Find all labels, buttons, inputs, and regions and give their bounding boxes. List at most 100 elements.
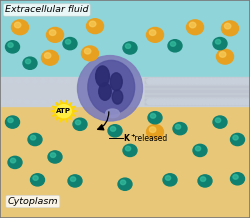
Circle shape [44,53,51,58]
Circle shape [213,116,227,128]
Circle shape [126,146,131,151]
Ellipse shape [112,90,123,104]
Circle shape [190,22,196,28]
Circle shape [233,135,238,140]
Circle shape [42,50,58,65]
Circle shape [50,153,56,157]
Text: +: + [131,133,136,138]
Circle shape [50,30,56,36]
Circle shape [148,112,162,124]
Circle shape [190,78,196,84]
Circle shape [150,114,156,118]
Ellipse shape [110,73,122,91]
Circle shape [46,27,64,42]
Circle shape [150,30,156,36]
Circle shape [48,151,62,163]
Circle shape [63,37,77,50]
Circle shape [28,133,42,146]
Circle shape [220,52,226,57]
Circle shape [190,99,196,105]
Polygon shape [0,106,250,218]
Circle shape [8,118,13,123]
Circle shape [176,99,182,105]
Circle shape [108,125,122,137]
Circle shape [165,78,171,84]
Circle shape [219,78,226,84]
Circle shape [56,99,63,105]
Circle shape [204,99,211,105]
Circle shape [179,99,186,105]
Circle shape [64,78,71,84]
Circle shape [8,156,22,169]
Circle shape [222,99,229,105]
Ellipse shape [96,66,110,87]
Circle shape [147,78,153,84]
Circle shape [158,78,164,84]
Circle shape [118,178,132,190]
Circle shape [212,78,218,84]
Circle shape [33,176,38,180]
Circle shape [222,21,238,36]
Polygon shape [51,100,77,122]
Circle shape [16,99,22,105]
Circle shape [146,124,164,139]
Circle shape [24,99,30,105]
Circle shape [120,180,126,185]
Ellipse shape [99,83,111,100]
Circle shape [165,99,171,105]
Circle shape [56,105,71,118]
Circle shape [86,19,104,34]
Circle shape [183,99,189,105]
Circle shape [66,39,71,44]
Circle shape [161,78,168,84]
Circle shape [48,78,54,84]
Circle shape [64,99,71,105]
Circle shape [6,41,20,53]
Circle shape [198,175,212,187]
Circle shape [173,123,187,135]
Circle shape [163,174,177,186]
Circle shape [237,78,244,84]
Circle shape [237,99,244,105]
Circle shape [208,99,215,105]
Polygon shape [0,0,250,77]
Circle shape [183,78,189,84]
Circle shape [146,27,164,42]
Circle shape [201,78,207,84]
Circle shape [168,40,182,52]
Circle shape [222,78,229,84]
Circle shape [215,99,222,105]
Circle shape [147,99,153,105]
Circle shape [168,78,175,84]
Circle shape [48,99,54,105]
Circle shape [6,116,20,128]
Circle shape [230,99,236,105]
Circle shape [176,124,181,129]
Circle shape [158,99,164,105]
Circle shape [16,78,22,84]
Circle shape [150,99,157,105]
Text: released: released [132,134,168,143]
Text: ATP: ATP [56,108,71,114]
Text: K: K [124,134,130,143]
Circle shape [8,99,14,105]
Circle shape [14,22,21,28]
Circle shape [168,99,175,105]
Circle shape [230,173,244,185]
Circle shape [230,133,244,146]
Circle shape [154,78,160,84]
Circle shape [0,78,6,84]
Circle shape [224,23,231,29]
Circle shape [150,127,156,133]
Circle shape [110,127,116,131]
Circle shape [194,99,200,105]
Text: Extracellular fluid: Extracellular fluid [5,5,88,14]
Circle shape [84,48,91,54]
Circle shape [244,99,250,105]
Circle shape [215,78,222,84]
Circle shape [200,177,206,181]
Circle shape [176,78,182,84]
Circle shape [40,99,46,105]
Circle shape [194,78,200,84]
Circle shape [230,78,236,84]
